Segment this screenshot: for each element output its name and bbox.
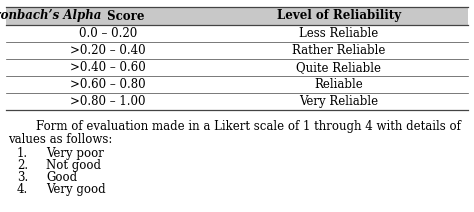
Bar (6, 42, 468, 59)
Text: 1.: 1. (17, 147, 28, 160)
Bar (6, 93, 468, 110)
Text: Very poor: Very poor (46, 147, 104, 160)
Bar (6, 7, 468, 25)
Text: >0.80 – 1.00: >0.80 – 1.00 (70, 95, 146, 108)
Text: Not good: Not good (46, 159, 101, 172)
Text: Rather Reliable: Rather Reliable (292, 44, 385, 57)
Bar (6, 25, 468, 42)
Text: 3.: 3. (17, 171, 28, 184)
Text: Very good: Very good (46, 183, 106, 196)
Text: Reliable: Reliable (314, 78, 363, 91)
Text: Score: Score (103, 10, 144, 22)
Text: Form of evaluation made in a Likert scale of 1 through 4 with details of: Form of evaluation made in a Likert scal… (36, 120, 461, 133)
Text: 0.0 – 0.20: 0.0 – 0.20 (79, 27, 137, 40)
Text: 4.: 4. (17, 183, 28, 196)
Text: Cronbach’s Alpha: Cronbach’s Alpha (0, 10, 101, 22)
Bar (6, 59, 468, 76)
Text: Good: Good (46, 171, 77, 184)
Bar (6, 76, 468, 93)
Text: Very Reliable: Very Reliable (299, 95, 378, 108)
Text: Quite Reliable: Quite Reliable (296, 61, 381, 74)
Text: Less Reliable: Less Reliable (299, 27, 378, 40)
Text: >0.20 – 0.40: >0.20 – 0.40 (70, 44, 146, 57)
Text: values as follows:: values as follows: (8, 133, 112, 146)
Text: >0.60 – 0.80: >0.60 – 0.80 (70, 78, 146, 91)
Text: 2.: 2. (17, 159, 28, 172)
Text: Level of Reliability: Level of Reliability (276, 10, 401, 22)
Text: >0.40 – 0.60: >0.40 – 0.60 (70, 61, 146, 74)
